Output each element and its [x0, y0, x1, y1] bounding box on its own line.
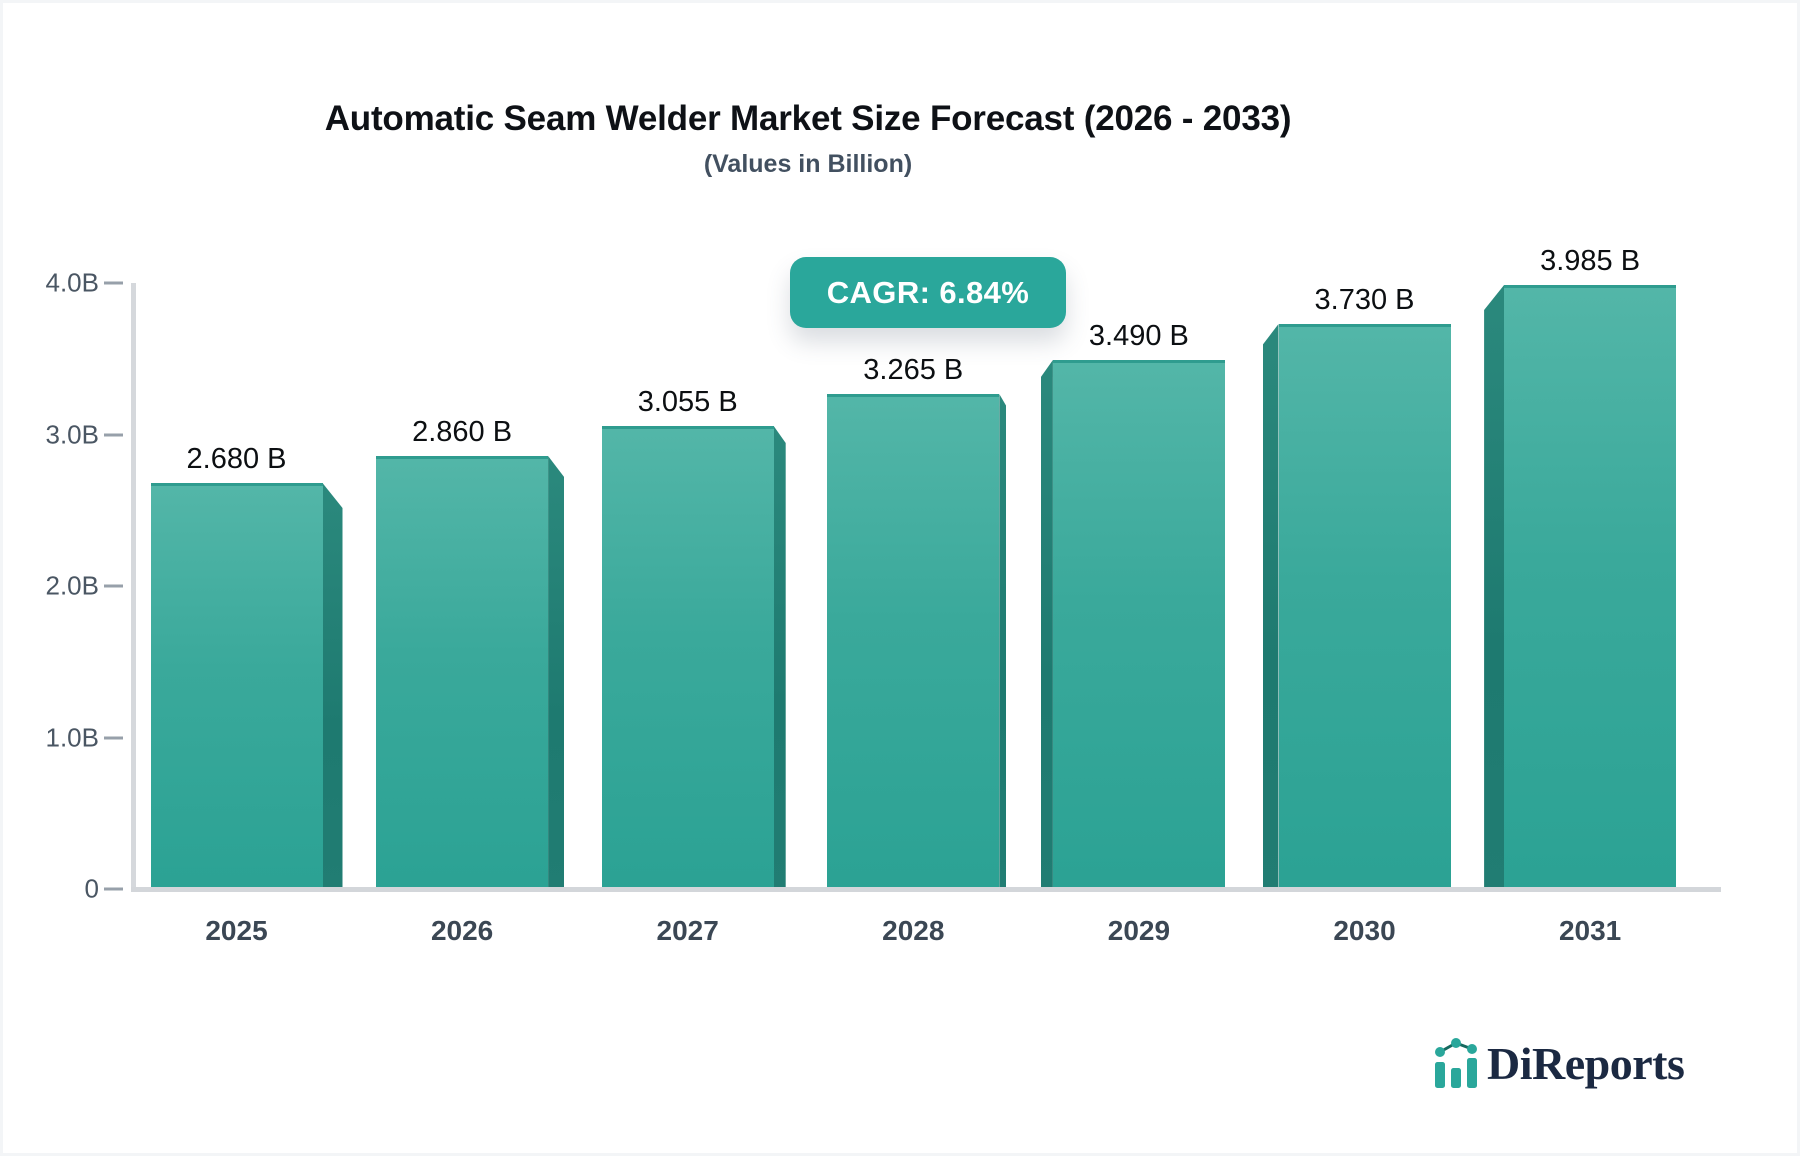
bar-2029 [1040, 360, 1225, 891]
x-axis-label: 2027 [656, 915, 719, 946]
x-axis-label: 2030 [1333, 915, 1396, 946]
chart-title: Automatic Seam Welder Market Size Foreca… [324, 99, 1292, 138]
bar-face [1278, 324, 1451, 891]
y-axis-label: 1.0B [45, 722, 100, 753]
bar-2027 [601, 426, 786, 891]
bar-value-label: 3.055 B [637, 386, 738, 418]
bar-2025 [150, 483, 343, 891]
y-axis-label: 4.0B [45, 267, 100, 298]
bar-value-label: 2.860 B [412, 416, 513, 448]
bar-side-face [1484, 285, 1505, 891]
x-axis-label: 2025 [205, 915, 268, 946]
cagr-badge: CAGR: 6.84% [790, 257, 1066, 328]
bar-face [601, 426, 774, 891]
bar-value-label: 3.490 B [1088, 320, 1189, 352]
bar-face [1052, 360, 1225, 891]
bar-face [376, 456, 549, 891]
y-axis-label: 2.0B [45, 570, 100, 601]
y-axis-label: 3.0B [45, 419, 100, 450]
bar-face [1504, 285, 1677, 891]
y-axis-tick [104, 584, 123, 588]
y-axis-tick [104, 736, 123, 740]
x-axis-label: 2026 [430, 915, 494, 946]
chart-subtitle: (Values in Billion) [703, 150, 913, 178]
bar-side-face [773, 426, 786, 891]
x-axis-label: 2031 [1558, 915, 1622, 946]
bar-side-face [322, 483, 343, 891]
bar-value-label: 3.265 B [863, 354, 964, 386]
direports-logo: DiReports [1432, 1038, 1685, 1090]
bar-2026 [376, 456, 565, 891]
x-axis-label: 2029 [1107, 915, 1171, 946]
y-axis-line [131, 283, 136, 892]
bar-face [827, 394, 1000, 891]
y-axis-tick [104, 281, 123, 285]
direports-logo-text: DiReports [1487, 1038, 1685, 1089]
bar-face [150, 483, 323, 891]
bar-2030 [1262, 324, 1451, 891]
cagr-badge-label: CAGR: 6.84% [826, 274, 1030, 310]
bar-side-face [999, 394, 1007, 891]
bar-side-face [1040, 360, 1053, 891]
y-axis-tick [104, 433, 123, 437]
x-axis-line [131, 887, 1721, 892]
bar-2028 [827, 394, 1007, 891]
bar-side-face [548, 456, 565, 891]
bar-value-label: 3.985 B [1540, 245, 1641, 277]
bar-value-label: 2.680 B [186, 443, 287, 475]
bar-side-face [1262, 324, 1279, 891]
direports-logo-icon [1432, 1038, 1480, 1090]
y-axis-tick [104, 887, 123, 891]
bar-value-label: 3.730 B [1314, 284, 1415, 316]
y-axis-label: 0 [84, 873, 99, 904]
bar-2031 [1484, 285, 1677, 891]
x-axis-label: 2028 [882, 915, 945, 946]
